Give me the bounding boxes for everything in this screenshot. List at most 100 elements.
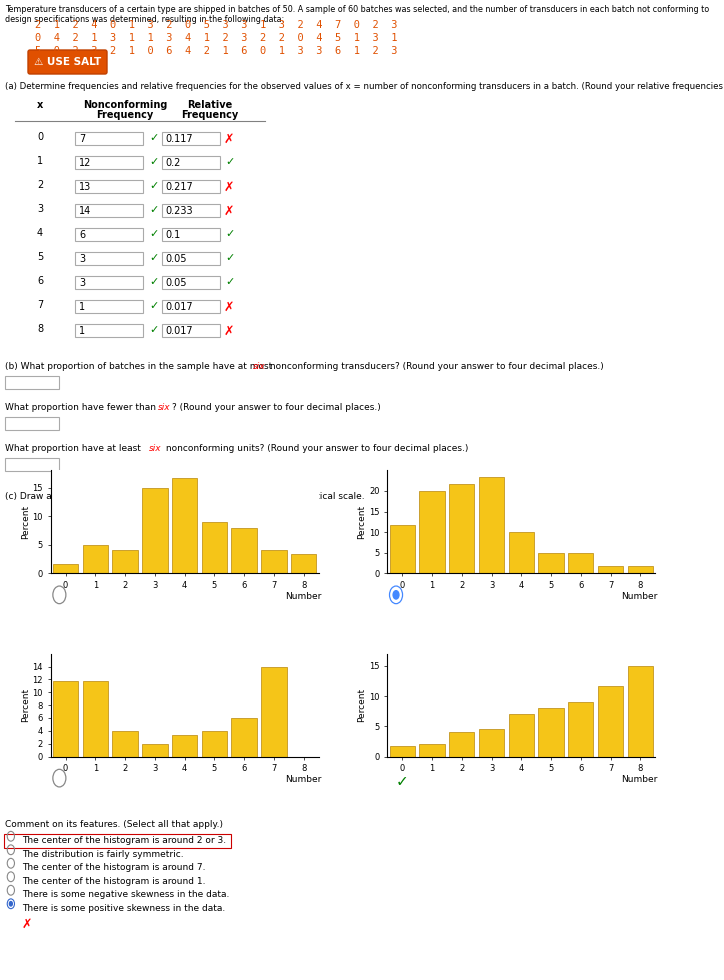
Text: 2: 2 — [37, 180, 43, 190]
Y-axis label: Percent: Percent — [21, 688, 30, 722]
Bar — [202, 731, 227, 757]
Text: Frequency: Frequency — [182, 110, 239, 120]
FancyBboxPatch shape — [162, 276, 220, 289]
FancyBboxPatch shape — [162, 324, 220, 337]
FancyBboxPatch shape — [5, 376, 59, 389]
Text: 0.233: 0.233 — [165, 206, 193, 216]
Text: (b) What proportion of batches in the sample have at most: (b) What proportion of batches in the sa… — [5, 362, 275, 371]
Text: ✓: ✓ — [149, 253, 159, 263]
Text: ✓: ✓ — [225, 253, 235, 263]
Bar — [112, 731, 138, 757]
Text: ✗: ✗ — [224, 325, 235, 338]
Text: 0.2: 0.2 — [165, 158, 180, 168]
Text: ✗: ✗ — [224, 133, 235, 146]
Y-axis label: Percent: Percent — [358, 688, 366, 722]
Text: 1: 1 — [37, 156, 43, 166]
FancyBboxPatch shape — [28, 50, 107, 74]
Text: ✗: ✗ — [22, 917, 33, 931]
Bar — [449, 484, 474, 573]
FancyBboxPatch shape — [5, 458, 59, 471]
Text: nonconforming transducers? (Round your answer to four decimal places.): nonconforming transducers? (Round your a… — [267, 362, 604, 371]
FancyBboxPatch shape — [75, 180, 143, 193]
Bar — [172, 478, 197, 573]
Text: six: six — [253, 362, 266, 371]
Bar — [568, 702, 594, 757]
Text: 7: 7 — [79, 134, 85, 144]
Text: There is some positive skewness in the data.: There is some positive skewness in the d… — [22, 904, 225, 912]
Bar — [598, 566, 623, 573]
FancyBboxPatch shape — [162, 252, 220, 265]
Bar — [142, 744, 167, 757]
Bar — [53, 564, 78, 573]
Text: ✓: ✓ — [149, 301, 159, 311]
Text: ✓: ✓ — [149, 229, 159, 239]
Bar — [390, 525, 415, 573]
Text: 0.217: 0.217 — [165, 182, 193, 192]
Text: 1: 1 — [79, 302, 85, 312]
Text: The center of the histogram is around 7.: The center of the histogram is around 7. — [22, 863, 206, 872]
Text: 5  0  2  3  2  1  0  6  4  2  1  6  0  1  3  3  6  1  2  3: 5 0 2 3 2 1 0 6 4 2 1 6 0 1 3 3 6 1 2 3 — [35, 46, 397, 56]
FancyBboxPatch shape — [75, 156, 143, 169]
Text: 4: 4 — [37, 228, 43, 238]
Text: 3: 3 — [79, 278, 85, 288]
Bar — [390, 747, 415, 757]
Text: ? (Round your answer to four decimal places.): ? (Round your answer to four decimal pla… — [172, 403, 381, 412]
Bar — [598, 686, 623, 757]
Text: ✓: ✓ — [149, 277, 159, 287]
FancyBboxPatch shape — [75, 132, 143, 145]
FancyBboxPatch shape — [162, 204, 220, 217]
Text: ✓: ✓ — [149, 157, 159, 167]
Bar — [539, 553, 564, 573]
Bar — [509, 714, 534, 757]
Bar — [479, 729, 504, 757]
Text: ⚠ USE SALT: ⚠ USE SALT — [34, 57, 101, 67]
FancyBboxPatch shape — [75, 300, 143, 313]
Text: The center of the histogram is around 1.: The center of the histogram is around 1. — [22, 877, 206, 886]
Bar — [83, 681, 108, 757]
Text: 0.05: 0.05 — [165, 254, 187, 264]
Text: Relative: Relative — [188, 100, 232, 110]
Bar — [232, 527, 257, 573]
Y-axis label: Percent: Percent — [21, 505, 30, 539]
Text: 1: 1 — [79, 326, 85, 336]
Text: ✓: ✓ — [225, 157, 235, 167]
Text: ✗: ✗ — [224, 181, 235, 194]
Bar — [172, 735, 197, 757]
Text: ✓: ✓ — [225, 277, 235, 287]
Text: 0.05: 0.05 — [165, 278, 187, 288]
FancyBboxPatch shape — [75, 276, 143, 289]
FancyBboxPatch shape — [162, 132, 220, 145]
Bar — [142, 488, 167, 573]
Text: 13: 13 — [79, 182, 91, 192]
Text: Frequency: Frequency — [96, 110, 153, 120]
Text: Number: Number — [621, 775, 658, 784]
Text: (c) Draw a histogram of the data using relative frequency on the vertical scale.: (c) Draw a histogram of the data using r… — [5, 492, 365, 501]
Bar — [53, 681, 78, 757]
FancyBboxPatch shape — [5, 417, 59, 430]
Bar — [261, 551, 287, 573]
Text: 6: 6 — [79, 230, 85, 240]
Bar — [449, 732, 474, 757]
Bar — [83, 545, 108, 573]
FancyBboxPatch shape — [75, 252, 143, 265]
Text: The center of the histogram is around 2 or 3.: The center of the histogram is around 2 … — [22, 836, 226, 846]
FancyBboxPatch shape — [75, 324, 143, 337]
Text: 0.017: 0.017 — [165, 326, 193, 336]
FancyBboxPatch shape — [4, 834, 231, 849]
Text: nonconforming units? (Round your answer to four decimal places.): nonconforming units? (Round your answer … — [163, 444, 468, 453]
Text: Nonconforming: Nonconforming — [83, 100, 167, 110]
Text: 12: 12 — [79, 158, 91, 168]
Bar — [202, 521, 227, 573]
Text: (a) Determine frequencies and relative frequencies for the observed values of x : (a) Determine frequencies and relative f… — [5, 82, 724, 91]
Text: ✓: ✓ — [149, 181, 159, 191]
Text: ✗: ✗ — [224, 205, 235, 218]
Text: 6: 6 — [37, 276, 43, 286]
Bar — [539, 709, 564, 757]
Text: 7: 7 — [37, 300, 43, 310]
Text: 0.117: 0.117 — [165, 134, 193, 144]
Bar — [112, 551, 138, 573]
Text: 0.1: 0.1 — [165, 230, 180, 240]
Text: ✓: ✓ — [149, 133, 159, 143]
Text: 14: 14 — [79, 206, 91, 216]
Text: six: six — [158, 403, 171, 412]
